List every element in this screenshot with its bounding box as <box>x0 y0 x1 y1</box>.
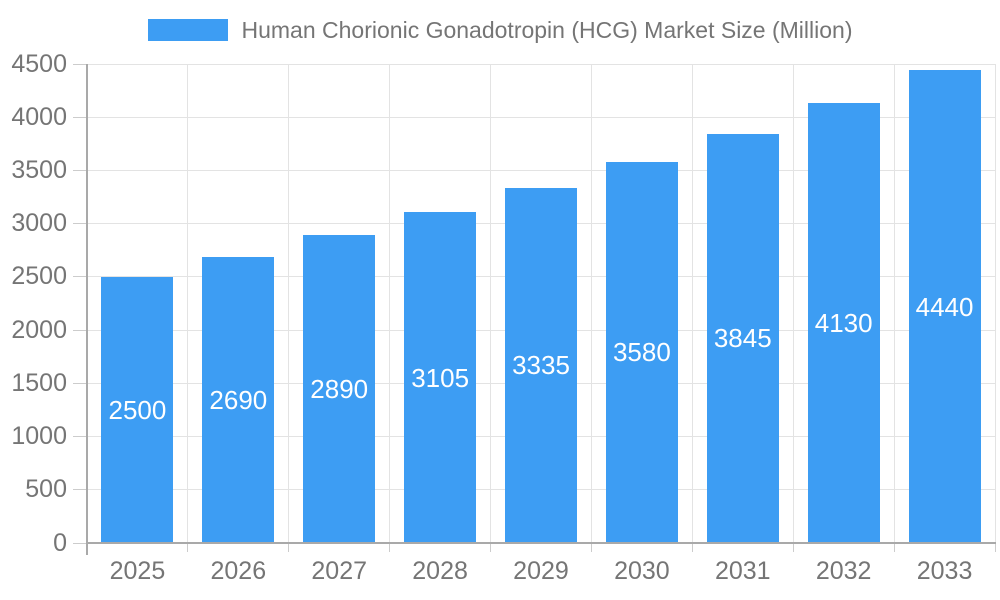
x-axis-label: 2027 <box>311 557 368 585</box>
x-axis-label: 2025 <box>109 557 166 585</box>
y-axis-tick <box>73 223 87 225</box>
gridline-vertical <box>389 64 391 543</box>
x-axis-line <box>86 542 996 544</box>
legend-swatch <box>147 19 228 41</box>
y-axis-label: 3000 <box>11 209 67 238</box>
x-axis-tick <box>893 543 895 552</box>
gridline-horizontal <box>87 169 995 171</box>
gridline-vertical <box>691 64 693 543</box>
y-axis-label: 500 <box>25 475 67 504</box>
bar-value-label: 2690 <box>209 384 268 415</box>
x-axis-label: 2033 <box>916 557 973 585</box>
x-axis-tick <box>490 543 492 552</box>
y-axis-label: 2500 <box>11 262 67 291</box>
bar-2029[interactable]: 3335 <box>505 188 577 543</box>
gridline-vertical <box>893 64 895 543</box>
x-axis-label: 2026 <box>210 557 267 585</box>
x-axis-label: 2030 <box>614 557 670 585</box>
bar-2032[interactable]: 4130 <box>807 103 880 543</box>
x-axis-label: 2032 <box>815 557 872 585</box>
bar-2030[interactable]: 3580 <box>605 161 678 543</box>
x-axis-tick <box>691 543 693 552</box>
y-axis-tick <box>73 329 87 331</box>
y-axis-tick <box>73 542 87 544</box>
bar-value-label: 4440 <box>915 291 974 322</box>
bar-value-label: 2500 <box>108 394 167 425</box>
y-axis-line <box>86 64 88 555</box>
x-axis-label: 2028 <box>412 557 468 585</box>
y-axis-tick <box>73 116 87 118</box>
y-axis-tick <box>73 63 87 65</box>
y-axis-label: 1500 <box>11 368 67 397</box>
bar-value-label: 3580 <box>612 337 671 368</box>
y-axis-tick <box>73 169 87 171</box>
gridline-vertical <box>490 64 492 543</box>
x-axis-tick <box>187 543 189 552</box>
bar-value-label: 2890 <box>310 374 369 405</box>
bar-2027[interactable]: 2890 <box>303 235 376 543</box>
x-axis-tick <box>590 543 592 552</box>
bar-value-label: 3845 <box>713 323 772 354</box>
gridline-horizontal <box>87 63 995 65</box>
x-axis-tick <box>389 543 391 552</box>
x-axis-tick <box>994 543 996 552</box>
gridline-vertical <box>187 64 189 543</box>
x-axis-label: 2029 <box>513 557 569 585</box>
legend-label: Human Chorionic Gonadotropin (HCG) Marke… <box>241 16 853 43</box>
bar-2025[interactable]: 2500 <box>101 276 174 543</box>
gridline-horizontal <box>87 116 995 118</box>
bar-2031[interactable]: 3845 <box>706 133 779 543</box>
y-axis-label: 1000 <box>11 422 67 451</box>
x-axis-tick <box>288 543 290 552</box>
gridline-vertical <box>994 64 996 543</box>
gridline-vertical <box>288 64 290 543</box>
y-axis-label: 3500 <box>11 155 67 184</box>
y-axis-label: 0 <box>53 528 67 557</box>
y-axis-tick <box>73 489 87 491</box>
bar-2028[interactable]: 3105 <box>404 212 477 543</box>
legend-item[interactable]: Human Chorionic Gonadotropin (HCG) Marke… <box>0 17 1000 43</box>
y-axis-tick <box>73 436 87 438</box>
bar-2026[interactable]: 2690 <box>202 256 275 543</box>
bar-value-label: 3335 <box>512 350 570 381</box>
x-axis-label: 2031 <box>714 557 771 585</box>
gridline-vertical <box>792 64 794 543</box>
bar-2033[interactable]: 4440 <box>908 70 981 543</box>
y-axis-label: 2000 <box>11 315 67 344</box>
gridline-vertical <box>590 64 592 543</box>
bar-value-label: 3105 <box>411 362 470 393</box>
bar-value-label: 4130 <box>814 308 873 339</box>
y-axis-tick <box>73 382 87 384</box>
x-axis-tick <box>792 543 794 552</box>
y-axis-label: 4000 <box>11 102 67 131</box>
y-axis-tick <box>73 276 87 278</box>
y-axis-label: 4500 <box>11 49 67 78</box>
